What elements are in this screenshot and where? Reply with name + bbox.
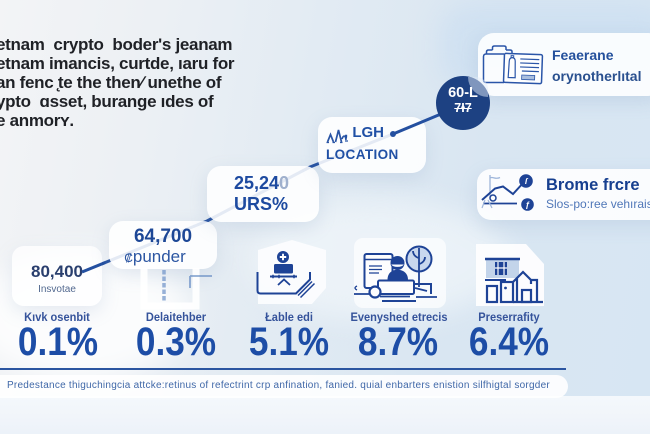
- svg-text:ƒ: ƒ: [525, 200, 530, 210]
- svg-text:ſ: ſ: [525, 176, 529, 186]
